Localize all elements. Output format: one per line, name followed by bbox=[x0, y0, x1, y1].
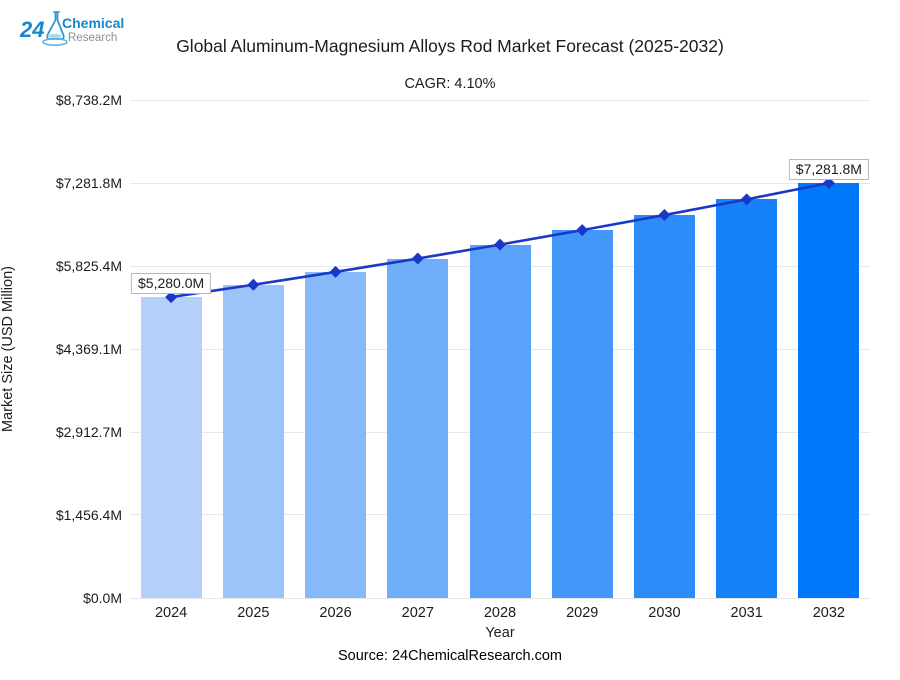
x-axis-tick-label-2025: 2025 bbox=[237, 605, 270, 621]
y-axis-tick-label: $8,738.2M bbox=[55, 92, 122, 108]
plot-area: $0.0M $1,456.4M $2,912.7M $4,369.1M $5,825.4… bbox=[56, 92, 870, 621]
y-axis-tick-label: $0.0M bbox=[83, 590, 122, 606]
chart-title: Global Aluminum-Magnesium Alloys Rod Mar… bbox=[176, 36, 724, 56]
x-axis-tick-label-2027: 2027 bbox=[401, 605, 434, 621]
y-axis-tick-label: $5,825.4M bbox=[55, 258, 122, 274]
marker-2026 bbox=[329, 265, 342, 278]
data-label-2024: $5,280.0M bbox=[131, 273, 212, 295]
marker-2027 bbox=[411, 252, 424, 265]
bar-2025 bbox=[222, 284, 284, 598]
y-axis-title: Market Size (USD Million) bbox=[0, 266, 16, 432]
logo-text-research: Research bbox=[68, 32, 117, 44]
x-axis-tick-label-2024: 2024 bbox=[154, 605, 188, 621]
gridline bbox=[130, 182, 870, 184]
gridline bbox=[130, 597, 870, 599]
marker-2030 bbox=[658, 209, 671, 222]
x-axis-tick-label-2030: 2030 bbox=[648, 605, 681, 621]
marker-2031 bbox=[740, 193, 753, 206]
x-axis-tick-label-2031: 2031 bbox=[730, 605, 763, 621]
bar-2027 bbox=[387, 258, 449, 598]
logo-text-chemical: Chemical bbox=[62, 15, 124, 31]
source-attribution: Source: 24ChemicalResearch.com bbox=[337, 648, 563, 664]
x-axis-tick-label-2029: 2029 bbox=[566, 605, 599, 621]
chart-subtitle: CAGR: 4.10% bbox=[404, 76, 496, 92]
marker-2024 bbox=[165, 291, 178, 304]
data-label-2032: $7,281.8M bbox=[788, 159, 869, 180]
logo-text-24: 24 bbox=[19, 17, 44, 42]
bar-2024 bbox=[140, 297, 202, 598]
y-axis-tick-label: $4,369.1M bbox=[55, 341, 122, 357]
bar-2026 bbox=[305, 271, 367, 598]
y-axis-tick-label: $7,281.8M bbox=[55, 175, 122, 191]
x-axis-tick-label-2026: 2026 bbox=[319, 605, 352, 621]
bar-2028 bbox=[469, 244, 531, 598]
bar-2029 bbox=[551, 230, 613, 598]
y-axis-tick-label: $2,912.7M bbox=[55, 424, 122, 440]
x-axis-tick-label-2032: 2032 bbox=[812, 605, 845, 621]
bar-2031 bbox=[716, 199, 778, 598]
y-axis-tick-label: $1,456.4M bbox=[55, 506, 122, 523]
trend-line-layer bbox=[165, 177, 835, 304]
bar-2030 bbox=[633, 215, 695, 598]
marker-2028 bbox=[494, 238, 506, 251]
x-axis-tick-label-2028: 2028 bbox=[483, 605, 517, 621]
bar-2032 bbox=[798, 183, 860, 598]
marker-2029 bbox=[576, 224, 589, 237]
x-axis-title: Year bbox=[485, 625, 515, 641]
gridline bbox=[130, 99, 870, 101]
marker-2032 bbox=[822, 177, 835, 190]
flask-icon bbox=[42, 11, 68, 46]
brand-logo: 24 Chemical Research bbox=[19, 11, 124, 46]
marker-2025 bbox=[247, 278, 260, 291]
